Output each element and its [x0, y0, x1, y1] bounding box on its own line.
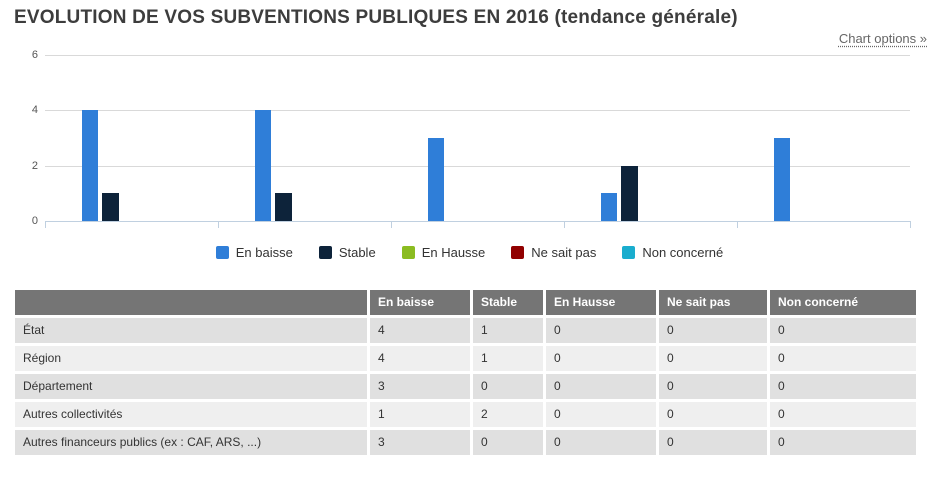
gridline — [45, 110, 910, 112]
bar-en-baisse-autres-financeurs-publics-ex-caf-ars[interactable] — [773, 138, 791, 221]
column-header-en-baisse: En baisse — [370, 290, 470, 315]
cell-value: 0 — [659, 318, 767, 343]
cell-value: 1 — [370, 402, 470, 427]
x-axis-line — [45, 221, 911, 222]
y-axis-label: 6 — [31, 49, 38, 61]
legend-swatch-en-hausse — [401, 245, 415, 259]
x-axis-tick — [737, 222, 738, 228]
chart-options-link[interactable]: Chart options » — [838, 31, 927, 46]
cell-value: 1 — [473, 346, 543, 371]
gridline — [45, 55, 910, 56]
cell-value: 0 — [770, 318, 916, 343]
x-axis-tick — [218, 222, 219, 228]
legend-label: Non concerné — [642, 244, 724, 260]
cell-value: 0 — [473, 374, 543, 399]
legend-item-ne-sait-pas[interactable]: Ne sait pas — [511, 245, 596, 260]
cell-value: 3 — [370, 374, 470, 399]
x-axis-tick — [391, 222, 392, 228]
row-label: Autres financeurs publics (ex : CAF, ARS… — [15, 430, 367, 455]
legend-item-en-hausse[interactable]: En Hausse — [401, 244, 486, 260]
cell-value: 0 — [659, 430, 767, 455]
cell-value: 2 — [473, 402, 543, 427]
cell-value: 0 — [770, 374, 916, 399]
table-row: Autres financeurs publics (ex : CAF, ARS… — [15, 430, 916, 455]
cell-value: 0 — [770, 402, 916, 427]
column-header-stable: Stable — [473, 290, 543, 315]
cell-value: 3 — [370, 430, 470, 455]
cell-value: 0 — [659, 402, 767, 427]
x-axis-tick — [45, 222, 46, 228]
x-axis-tick — [564, 222, 565, 228]
table-row: Département 3 0 0 0 0 — [15, 374, 916, 399]
legend-item-non-concerne[interactable]: Non concerné — [622, 245, 723, 260]
legend-swatch-ne-sait-pas — [511, 245, 525, 259]
cell-value: 0 — [473, 430, 543, 455]
cell-value: 0 — [659, 374, 767, 399]
y-axis-label: 0 — [31, 215, 38, 227]
legend-label: Stable — [338, 244, 376, 260]
legend-item-en-baisse[interactable]: En baisse — [215, 244, 293, 260]
y-axis-label: 4 — [31, 104, 38, 117]
cell-value: 0 — [770, 430, 916, 455]
cell-value: 0 — [546, 374, 656, 399]
cell-value: 4 — [370, 318, 470, 343]
cell-value: 1 — [473, 318, 543, 343]
cell-value: 0 — [546, 318, 656, 343]
legend-item-stable[interactable]: Stable — [318, 244, 376, 260]
x-axis-tick — [910, 222, 911, 228]
y-axis-label: 2 — [31, 159, 38, 172]
bar-en-baisse-departement[interactable] — [427, 138, 445, 221]
legend-label: En Hausse — [421, 244, 486, 260]
bar-en-baisse-autres-collectivites[interactable] — [600, 193, 618, 221]
cell-value: 0 — [770, 346, 916, 371]
bar-en-baisse-etat[interactable] — [81, 110, 99, 221]
gridline — [45, 165, 910, 167]
table-row: État 4 1 0 0 0 — [15, 318, 916, 343]
bar-stable-region[interactable] — [275, 193, 293, 221]
row-label: Autres collectivités — [15, 402, 367, 427]
legend-label: En baisse — [235, 244, 293, 260]
cell-value: 4 — [370, 346, 470, 371]
cell-value: 0 — [546, 346, 656, 371]
bar-en-baisse-region[interactable] — [254, 110, 272, 221]
table-row: Région 4 1 0 0 0 — [15, 346, 916, 371]
page-title: EVOLUTION DE VOS SUBVENTIONS PUBLIQUES E… — [14, 7, 738, 28]
table-row: Autres collectivités 1 2 0 0 0 — [15, 402, 916, 427]
bar-chart: 0 2 4 6 — [0, 49, 939, 231]
row-label: Département — [15, 374, 367, 399]
bar-stable-etat[interactable] — [102, 193, 120, 221]
row-label: État — [15, 318, 367, 343]
column-header-non-concerne: Non concerné — [770, 290, 916, 315]
legend-label: Ne sait pas — [531, 244, 597, 260]
column-header-ne-sait-pas: Ne sait pas — [659, 290, 767, 315]
bar-stable-autres-collectivites[interactable] — [621, 165, 639, 221]
legend-swatch-en-baisse — [215, 245, 229, 259]
cell-value: 0 — [659, 346, 767, 371]
legend-swatch-stable — [318, 245, 332, 259]
results-table: En baisse Stable En Hausse Ne sait pas Non c… — [12, 287, 919, 458]
corner-header — [15, 290, 367, 315]
legend-swatch-non-concerne — [622, 245, 636, 259]
cell-value: 0 — [546, 402, 656, 427]
column-header-en-hausse: En Hausse — [546, 290, 656, 315]
chart-legend: En baisse Stable En Hausse Ne sait pas Non c… — [0, 244, 939, 260]
row-label: Région — [15, 346, 367, 371]
table-header-row: En baisse Stable En Hausse Ne sait pas Non c… — [15, 290, 916, 315]
chart-options-row: Chart options » — [0, 30, 939, 46]
cell-value: 0 — [546, 430, 656, 455]
